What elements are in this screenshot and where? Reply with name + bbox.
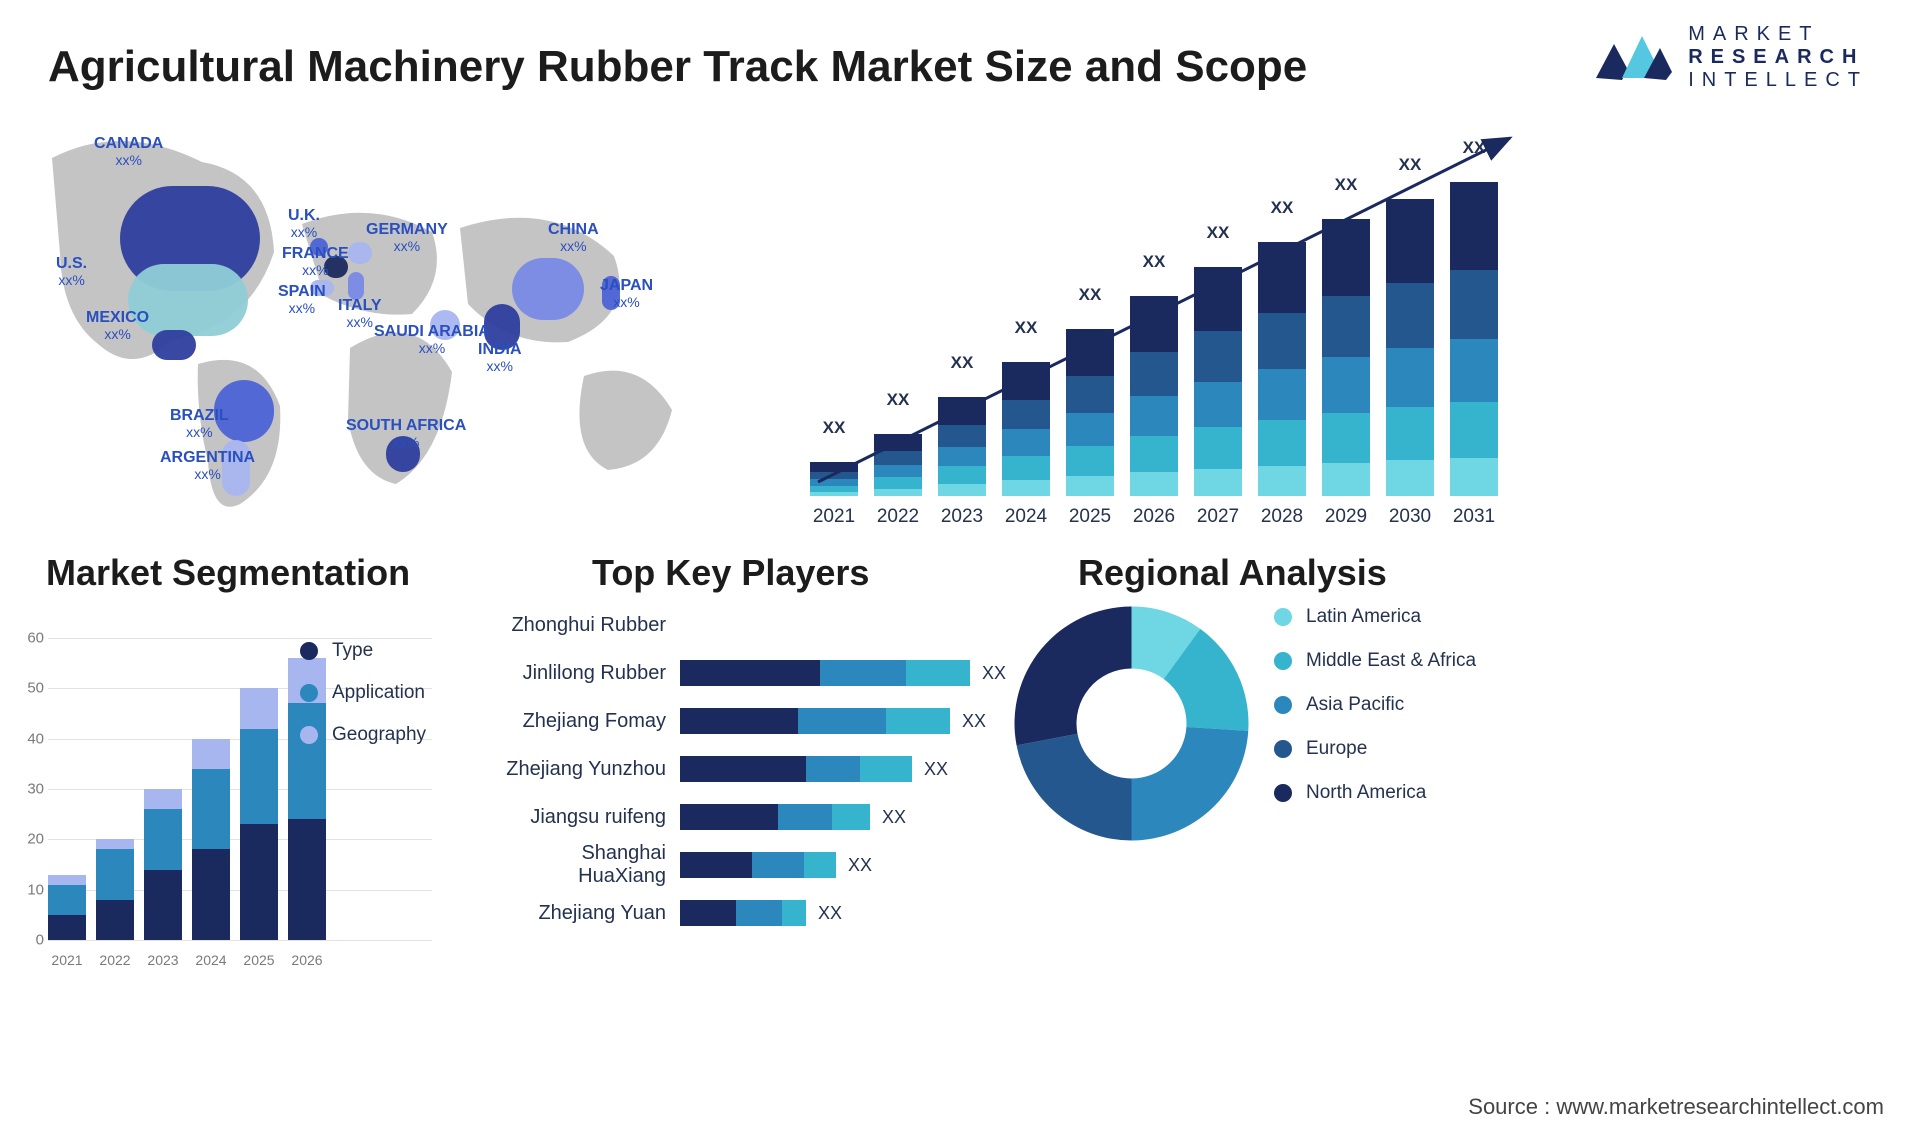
market-growth-bar-chart: XX XX XX XX XX XX XX XX XX XX XX (810, 132, 1522, 532)
seg-ytick: 30 (0, 781, 44, 798)
growth-bar-2026 (1130, 296, 1178, 496)
seg-xlabel-2023: 2023 (144, 952, 182, 1146)
player-row: Jinlilong RubberXX (492, 656, 1006, 690)
seg-legend-item: Geography (300, 724, 426, 746)
growth-bar-2021 (810, 462, 858, 496)
map-label-china: CHINAxx% (548, 222, 599, 253)
map-highlight-italy (348, 272, 364, 300)
growth-bar-value-2021: XX (810, 418, 858, 438)
growth-xlabel-2030: 2030 (1386, 506, 1434, 1146)
page-title: Agricultural Machinery Rubber Track Mark… (48, 42, 1307, 92)
map-label-south-africa: SOUTH AFRICAxx% (346, 418, 466, 449)
growth-bar-value-2023: XX (938, 353, 986, 373)
map-highlight-china (512, 258, 584, 320)
growth-bar-2029 (1322, 219, 1370, 496)
growth-bar-value-2025: XX (1066, 285, 1114, 305)
growth-xlabel-2023: 2023 (938, 506, 986, 1146)
growth-bar-value-2022: XX (874, 390, 922, 410)
growth-bar-2028 (1258, 242, 1306, 496)
seg-bar-2024 (192, 739, 230, 940)
player-name: Shanghai HuaXiang (492, 842, 680, 888)
growth-bar-2031 (1450, 182, 1498, 496)
seg-ytick: 20 (0, 831, 44, 848)
growth-bar-value-2031: XX (1450, 138, 1498, 158)
seg-bar-2023 (144, 789, 182, 940)
seg-legend-item: Type (300, 640, 426, 662)
growth-bar-value-2029: XX (1322, 175, 1370, 195)
growth-xlabel-2024: 2024 (1002, 506, 1050, 1146)
map-label-spain: SPAINxx% (278, 284, 326, 315)
source-text: www.marketresearchintellect.com (1556, 1094, 1884, 1119)
seg-gridline (48, 940, 432, 941)
logo-line-3: INTELLECT (1688, 69, 1868, 92)
player-row: Zhejiang YuanXX (492, 896, 842, 930)
map-label-india: INDIAxx% (478, 342, 522, 373)
seg-xlabel-2024: 2024 (192, 952, 230, 1146)
growth-xlabel-2026: 2026 (1130, 506, 1178, 1146)
growth-bar-2024 (1002, 362, 1050, 496)
growth-bar-2023 (938, 397, 986, 496)
map-label-u-k-: U.K.xx% (288, 208, 320, 239)
seg-bar-2022 (96, 839, 134, 940)
seg-xlabel-2021: 2021 (48, 952, 86, 1146)
seg-ytick: 0 (0, 932, 44, 949)
growth-bar-2030 (1386, 199, 1434, 496)
growth-xlabel-2028: 2028 (1258, 506, 1306, 1146)
seg-bar-2021 (48, 875, 86, 940)
map-label-mexico: MEXICOxx% (86, 310, 149, 341)
seg-ytick: 60 (0, 630, 44, 647)
growth-bar-2025 (1066, 329, 1114, 496)
growth-bar-value-2030: XX (1386, 155, 1434, 175)
growth-xlabel-2022: 2022 (874, 506, 922, 1146)
player-name: Zhejiang Yunzhou (492, 758, 680, 781)
logo-text: MARKET RESEARCH INTELLECT (1688, 23, 1868, 92)
growth-xlabel-2021: 2021 (810, 506, 858, 1146)
growth-bar-2022 (874, 434, 922, 496)
seg-xlabel-2026: 2026 (288, 952, 326, 1146)
player-name: Jinlilong Rubber (492, 662, 680, 685)
map-label-argentina: ARGENTINAxx% (160, 450, 255, 481)
seg-xlabel-2025: 2025 (240, 952, 278, 1146)
market-segmentation-title: Market Segmentation (46, 552, 410, 594)
growth-xlabel-2027: 2027 (1194, 506, 1242, 1146)
seg-ytick: 10 (0, 881, 44, 898)
map-label-u-s-: U.S.xx% (56, 256, 87, 287)
growth-bar-value-2028: XX (1258, 198, 1306, 218)
market-segmentation-legend: Type Application Geography (300, 640, 426, 746)
top-key-players-chart: Zhonghui RubberJinlilong RubberXXZhejian… (492, 594, 1002, 974)
growth-xlabel-2025: 2025 (1066, 506, 1114, 1146)
growth-bar-value-2024: XX (1002, 318, 1050, 338)
player-name: Zhonghui Rubber (492, 614, 680, 637)
player-name: Zhejiang Fomay (492, 710, 680, 733)
player-name: Zhejiang Yuan (492, 902, 680, 925)
seg-ytick: 40 (0, 730, 44, 747)
seg-xlabel-2022: 2022 (96, 952, 134, 1146)
growth-xlabel-2029: 2029 (1322, 506, 1370, 1146)
player-bar (680, 900, 806, 926)
growth-xlabel-2031: 2031 (1450, 506, 1498, 1146)
logo-mark-icon (1594, 22, 1674, 92)
growth-bar-value-2026: XX (1130, 252, 1178, 272)
seg-ytick: 50 (0, 680, 44, 697)
map-label-canada: CANADAxx% (94, 136, 163, 167)
logo-line-1: MARKET (1688, 23, 1868, 46)
map-highlight-mexico (152, 330, 196, 360)
map-label-brazil: BRAZILxx% (170, 408, 229, 439)
map-label-germany: GERMANYxx% (366, 222, 448, 253)
growth-bar-value-2027: XX (1194, 223, 1242, 243)
seg-legend-item: Application (300, 682, 426, 704)
logo: MARKET RESEARCH INTELLECT (1594, 22, 1868, 92)
player-row: Zhonghui Rubber (492, 608, 680, 642)
logo-line-2: RESEARCH (1688, 46, 1868, 69)
map-label-japan: JAPANxx% (600, 278, 653, 309)
source-attribution: Source : www.marketresearchintellect.com (1468, 1094, 1884, 1120)
growth-bar-2027 (1194, 267, 1242, 496)
player-name: Jiangsu ruifeng (492, 806, 680, 829)
seg-bar-2025 (240, 688, 278, 940)
map-label-saudi-arabia: SAUDI ARABIAxx% (374, 324, 490, 355)
map-label-france: FRANCExx% (282, 246, 349, 277)
world-map: CANADAxx% U.S.xx% MEXICOxx% BRAZILxx% ARGENT… (12, 128, 772, 540)
